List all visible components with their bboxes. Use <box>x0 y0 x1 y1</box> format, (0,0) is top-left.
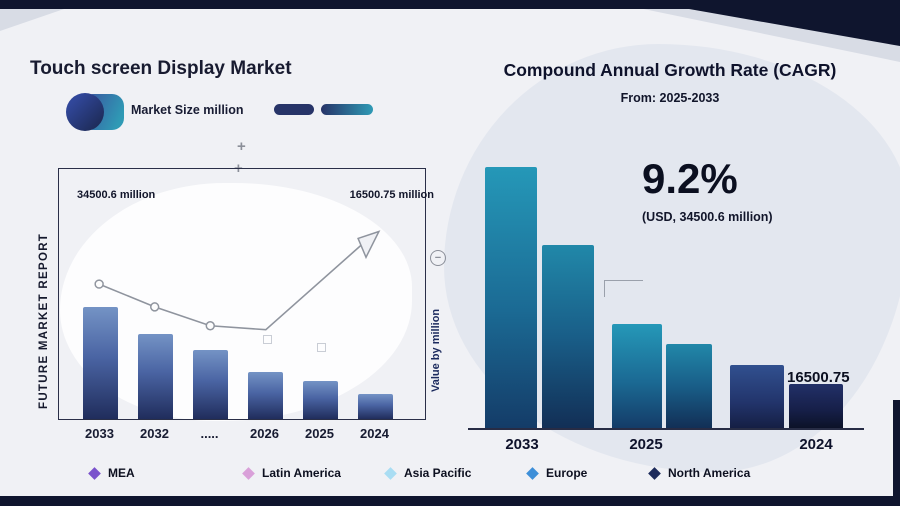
legend-label: Asia Pacific <box>404 466 472 480</box>
right-bar-2025-2 <box>666 344 712 428</box>
right-axis-label: 2025 <box>629 436 663 453</box>
value-annotation: 16500.75 <box>787 369 850 386</box>
left-bar-2033 <box>83 307 118 419</box>
bottom-border <box>0 496 900 506</box>
minus-glyph: − <box>434 252 442 264</box>
left-chart-min-value: 16500.75 million <box>349 189 434 201</box>
legend-pill-gradient <box>321 104 373 115</box>
left-chart-max-value: 34500.6 million <box>77 189 156 201</box>
cagr-value: 9.2% <box>642 155 738 202</box>
legend-diamond <box>648 466 661 480</box>
right-axis-labels: 2033 2025 2024 <box>468 436 864 458</box>
right-bar-2033-1 <box>485 167 537 428</box>
right-edge-accent <box>893 400 900 506</box>
right-bar-2033-2 <box>542 245 594 428</box>
top-border <box>0 0 900 9</box>
left-bar-2025 <box>303 381 338 419</box>
cagr-subtitle: From: 2025-2033 <box>620 91 720 105</box>
right-bar-2025-1 <box>612 324 662 428</box>
step-line-decoration <box>604 280 643 297</box>
legend-diamond <box>88 466 101 480</box>
right-chart <box>468 160 864 430</box>
legend-item-europe: Europe <box>526 466 588 480</box>
left-bar-2032 <box>138 334 173 419</box>
region-legend: MEA Latin America Asia Pacific Europe North … <box>0 466 900 486</box>
left-axis-label: 2033 <box>85 426 114 441</box>
legend-diamond <box>526 466 539 480</box>
legend-item-asia-pacific: Asia Pacific <box>384 466 472 480</box>
future-market-report-label: FUTURE MARKET REPORT <box>38 232 50 410</box>
market-size-legend-label: Market Size million <box>131 103 244 117</box>
legend-item-latin-america: Latin America <box>242 466 341 480</box>
left-axis-label: 2025 <box>305 426 334 441</box>
right-bar-2024-2 <box>789 384 843 428</box>
cagr-note: (USD, 34500.6 million) <box>642 210 773 224</box>
left-axis-label: 2026 <box>250 426 279 441</box>
left-axis-label: ..... <box>200 426 219 441</box>
left-bar-..... <box>193 350 228 419</box>
plus-icon-1: + <box>237 138 246 155</box>
legend-item-mea: MEA <box>88 466 135 480</box>
legend-pill-dark <box>274 104 314 115</box>
left-chart: 34500.6 million 16500.75 million <box>58 168 434 420</box>
legend-label: North America <box>668 466 751 480</box>
left-axis-label: 2024 <box>360 426 389 441</box>
left-axis-labels: 2033 2032..... 2026 2025 2024 <box>58 426 426 441</box>
right-chart-header: Compound Annual Growth Rate (CAGR) From:… <box>455 60 885 105</box>
legend-label: Europe <box>546 466 588 480</box>
legend-item-north-america: North America <box>648 466 751 480</box>
value-by-million-label: Value by million <box>430 308 442 392</box>
cylinder-cap <box>66 93 104 131</box>
legend-label: Latin America <box>262 466 341 480</box>
top-left-accent <box>0 9 64 31</box>
left-bar-2024 <box>358 394 393 419</box>
legend-diamond <box>242 466 255 480</box>
right-axis-label: 2033 <box>505 436 539 453</box>
market-size-cylinder-icon <box>66 93 124 131</box>
legend-label: MEA <box>108 466 135 480</box>
left-axis-label: 2032 <box>140 426 169 441</box>
ghost-marker-2 <box>317 343 326 352</box>
right-bar-2024-1 <box>730 365 784 428</box>
cagr-title: Compound Annual Growth Rate (CAGR) <box>503 60 837 80</box>
page-title: Touch screen Display Market <box>30 58 292 79</box>
ghost-marker-1 <box>263 335 272 344</box>
legend-diamond <box>384 466 397 480</box>
circle-minus-icon: − <box>430 250 446 266</box>
right-axis-label: 2024 <box>799 436 833 453</box>
left-bar-2026 <box>248 372 283 419</box>
left-bars <box>59 279 425 419</box>
